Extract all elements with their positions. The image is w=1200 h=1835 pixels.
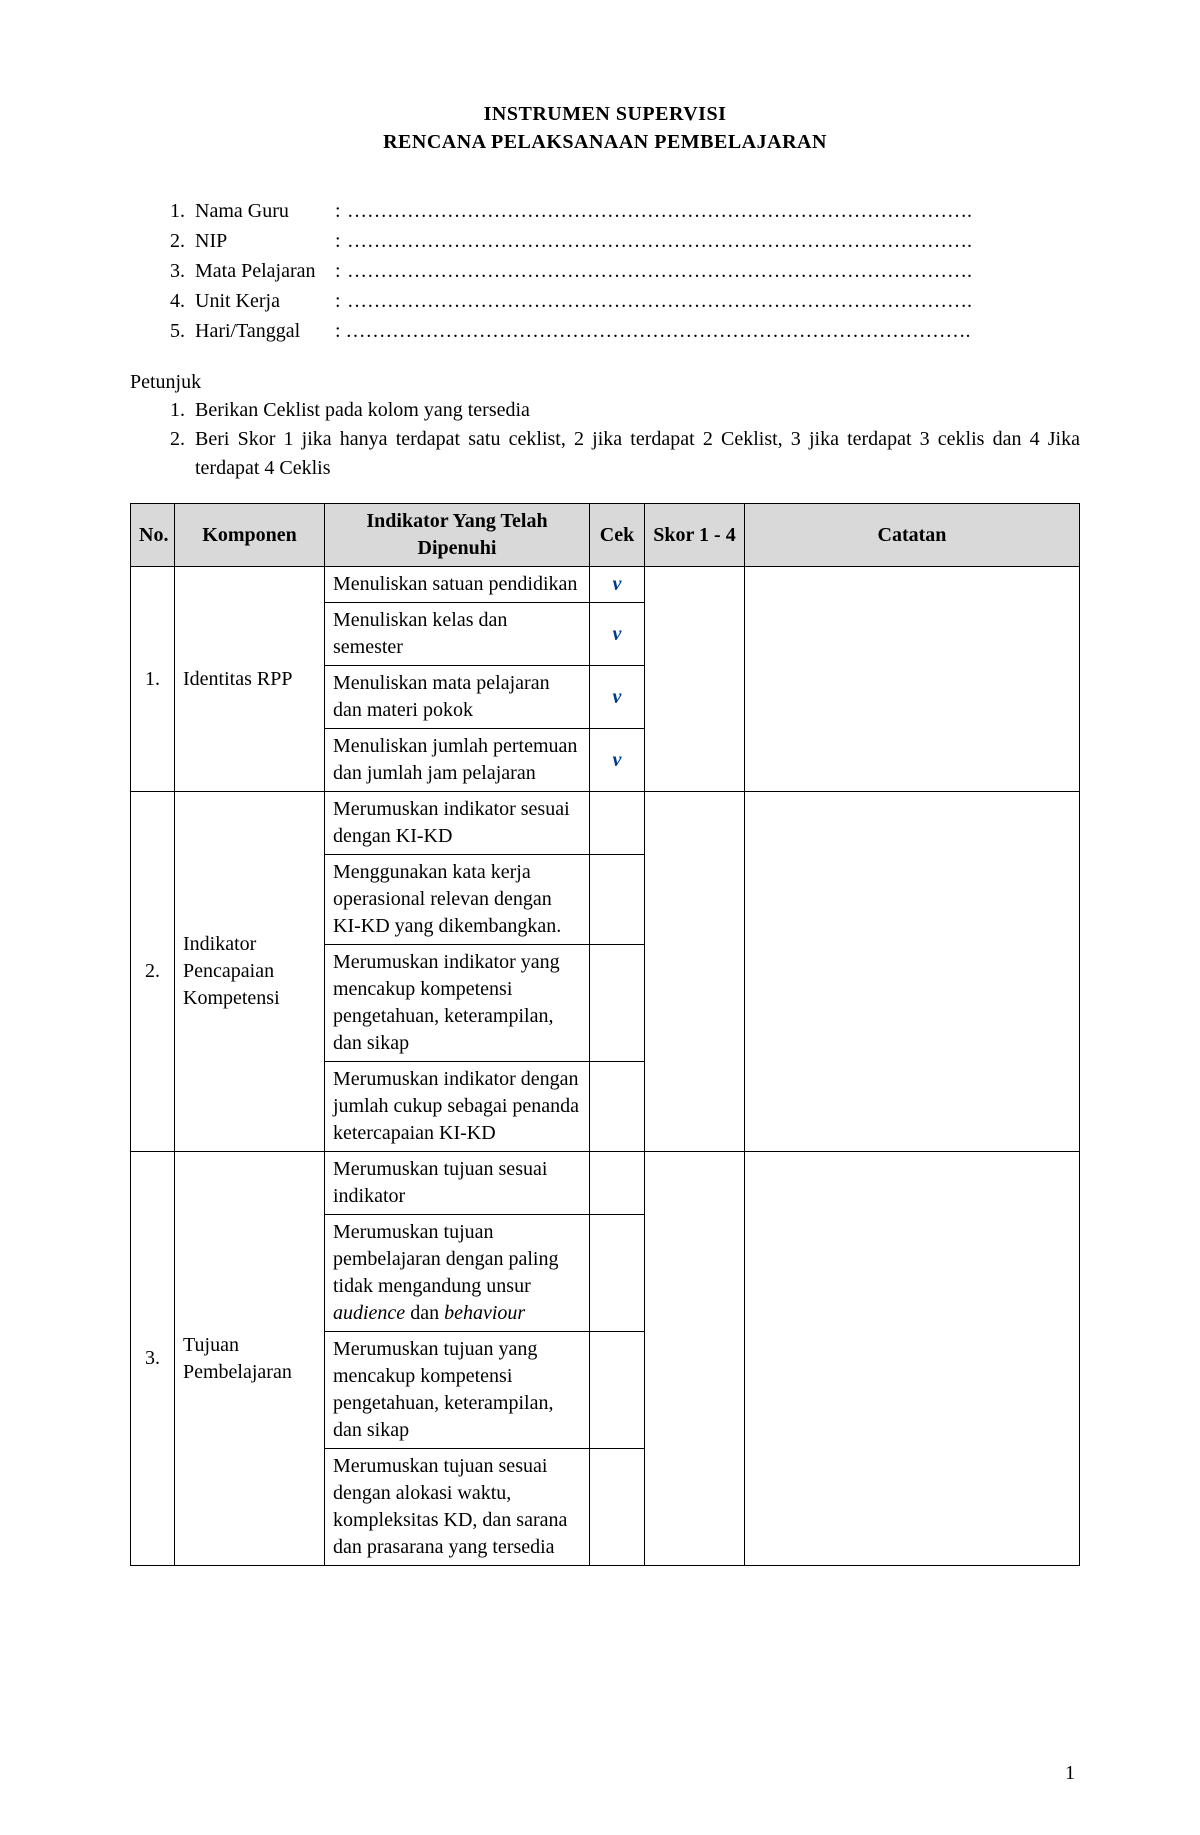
- info-label: Hari/Tanggal: [195, 316, 335, 346]
- petunjuk-row: 2. Beri Skor 1 jika hanya terdapat satu …: [170, 425, 1080, 483]
- table-row: 3.Tujuan PembelajaranMerumuskan tujuan s…: [131, 1152, 1080, 1215]
- info-dots: : ………………………………………………………………………………….: [335, 316, 1080, 346]
- info-label: NIP: [195, 226, 335, 256]
- table-body: 1.Identitas RPPMenuliskan satuan pendidi…: [131, 567, 1080, 1566]
- cell-cek: v: [590, 729, 645, 792]
- cell-cek: [590, 945, 645, 1062]
- cell-catatan: [745, 792, 1080, 1152]
- document-title: INSTRUMEN SUPERVISI RENCANA PELAKSANAAN …: [130, 100, 1080, 156]
- cell-skor: [645, 792, 745, 1152]
- cell-indikator: Menuliskan jumlah pertemuan dan jumlah j…: [325, 729, 590, 792]
- cell-skor: [645, 1152, 745, 1566]
- petunjuk-list: 1. Berikan Ceklist pada kolom yang terse…: [170, 396, 1080, 483]
- info-colon: :: [335, 286, 347, 316]
- page: INSTRUMEN SUPERVISI RENCANA PELAKSANAAN …: [0, 0, 1200, 1835]
- cell-no: 1.: [131, 567, 175, 792]
- cell-indikator: Merumuskan tujuan pembelajaran dengan pa…: [325, 1215, 590, 1332]
- cell-indikator: Merumuskan indikator sesuai dengan KI-KD: [325, 792, 590, 855]
- th-cek: Cek: [590, 504, 645, 567]
- info-label: Nama Guru: [195, 196, 335, 226]
- info-colon: :: [335, 226, 347, 256]
- cell-cek: [590, 1152, 645, 1215]
- petunjuk-text: Beri Skor 1 jika hanya terdapat satu cek…: [195, 425, 1080, 483]
- info-list: 1. Nama Guru : ……………………………………………………………………: [170, 196, 1080, 346]
- page-number: 1: [1065, 1762, 1075, 1785]
- info-dots: ………………………………………………………………………………….: [347, 226, 1080, 256]
- cell-indikator: Menuliskan satuan pendidikan: [325, 567, 590, 603]
- cell-indikator: Menuliskan mata pelajaran dan materi pok…: [325, 666, 590, 729]
- info-row: 2. NIP : ……………………………………………………………………………………: [170, 226, 1080, 256]
- cell-komponen: Tujuan Pembelajaran: [175, 1152, 325, 1566]
- cell-cek: v: [590, 603, 645, 666]
- title-line-2: RENCANA PELAKSANAAN PEMBELAJARAN: [383, 131, 827, 153]
- title-line-1: INSTRUMEN SUPERVISI: [484, 103, 727, 125]
- cell-indikator: Menuliskan kelas dan semester: [325, 603, 590, 666]
- cell-indikator: Merumuskan tujuan sesuai dengan alokasi …: [325, 1449, 590, 1566]
- petunjuk-row: 1. Berikan Ceklist pada kolom yang terse…: [170, 396, 1080, 425]
- cell-cek: v: [590, 567, 645, 603]
- table-row: 1.Identitas RPPMenuliskan satuan pendidi…: [131, 567, 1080, 603]
- info-dots: ………………………………………………………………………………….: [347, 286, 1080, 316]
- th-no: No.: [131, 504, 175, 567]
- table-header-row: No. Komponen Indikator Yang Telah Dipenu…: [131, 504, 1080, 567]
- info-row: 3. Mata Pelajaran : ………………………………………………………: [170, 256, 1080, 286]
- petunjuk-num: 1.: [170, 396, 195, 425]
- info-dots: ………………………………………………………………………………….: [347, 196, 1080, 226]
- cell-cek: [590, 1215, 645, 1332]
- th-skor: Skor 1 - 4: [645, 504, 745, 567]
- cell-no: 2.: [131, 792, 175, 1152]
- petunjuk-num: 2.: [170, 425, 195, 483]
- cell-cek: v: [590, 666, 645, 729]
- assessment-table: No. Komponen Indikator Yang Telah Dipenu…: [130, 503, 1080, 1566]
- info-num: 3.: [170, 256, 195, 286]
- th-catatan: Catatan: [745, 504, 1080, 567]
- info-label: Mata Pelajaran: [195, 256, 335, 286]
- cell-no: 3.: [131, 1152, 175, 1566]
- cell-indikator: Merumuskan indikator yang mencakup kompe…: [325, 945, 590, 1062]
- info-row: 4. Unit Kerja : …………………………………………………………………: [170, 286, 1080, 316]
- info-num: 2.: [170, 226, 195, 256]
- table-row: 2.Indikator Pencapaian KompetensiMerumus…: [131, 792, 1080, 855]
- cell-indikator: Merumuskan tujuan sesuai indikator: [325, 1152, 590, 1215]
- cell-catatan: [745, 567, 1080, 792]
- info-colon: :: [335, 196, 347, 226]
- cell-cek: [590, 792, 645, 855]
- petunjuk-label: Petunjuk: [130, 371, 1080, 394]
- cell-komponen: Identitas RPP: [175, 567, 325, 792]
- cell-cek: [590, 1062, 645, 1152]
- cell-catatan: [745, 1152, 1080, 1566]
- cell-indikator: Menggunakan kata kerja operasional relev…: [325, 855, 590, 945]
- cell-cek: [590, 855, 645, 945]
- cell-cek: [590, 1449, 645, 1566]
- cell-indikator: Merumuskan indikator dengan jumlah cukup…: [325, 1062, 590, 1152]
- petunjuk-text: Berikan Ceklist pada kolom yang tersedia: [195, 396, 1080, 425]
- th-komponen: Komponen: [175, 504, 325, 567]
- info-label: Unit Kerja: [195, 286, 335, 316]
- info-dots: ………………………………………………………………………………….: [347, 256, 1080, 286]
- cell-skor: [645, 567, 745, 792]
- cell-komponen: Indikator Pencapaian Kompetensi: [175, 792, 325, 1152]
- info-row: 1. Nama Guru : ……………………………………………………………………: [170, 196, 1080, 226]
- cell-cek: [590, 1332, 645, 1449]
- info-num: 5.: [170, 316, 195, 346]
- info-num: 1.: [170, 196, 195, 226]
- th-indikator: Indikator Yang Telah Dipenuhi: [325, 504, 590, 567]
- info-colon: :: [335, 256, 347, 286]
- cell-indikator: Merumuskan tujuan yang mencakup kompeten…: [325, 1332, 590, 1449]
- info-num: 4.: [170, 286, 195, 316]
- info-row: 5. Hari/Tanggal : ……………………………………………………………: [170, 316, 1080, 346]
